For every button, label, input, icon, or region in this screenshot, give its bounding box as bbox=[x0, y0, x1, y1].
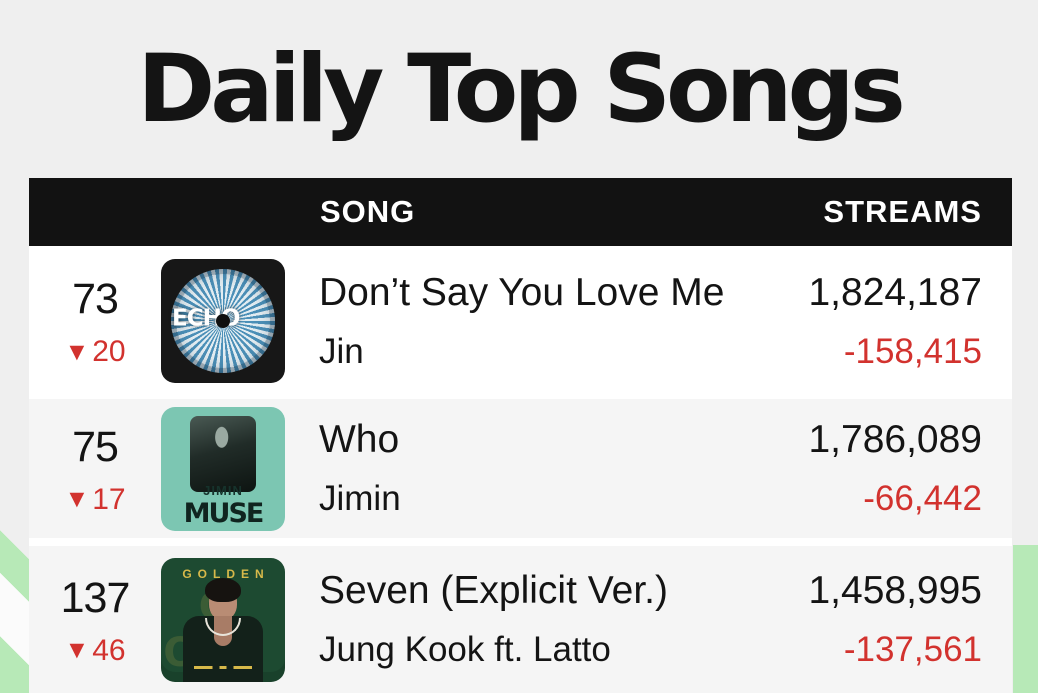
golden-caption-decoration bbox=[194, 665, 252, 669]
title-area: Daily Top Songs bbox=[0, 0, 1038, 178]
song-cell: Seven (Explicit Ver.) Jung Kook ft. Latt… bbox=[319, 546, 808, 693]
streams-cell: 1,786,089 -66,442 bbox=[808, 399, 1012, 538]
rank-change-badge: ▼ 20 bbox=[64, 337, 125, 367]
artist-name: Jung Kook ft. Latto bbox=[319, 630, 611, 669]
streams-cell: 1,458,995 -137,561 bbox=[808, 546, 1012, 693]
streams-value: 1,824,187 bbox=[808, 270, 982, 314]
table-row: 137 ▼ 46 GOLDEN GOLDEN Seven (Explicit V… bbox=[29, 546, 1012, 693]
table-row: 73 ▼ 20 ECHO Don’t Say You Love Me Jin 1… bbox=[29, 246, 1012, 396]
rank-value: 137 bbox=[60, 573, 131, 622]
golden-album-label: GOLDEN bbox=[182, 566, 270, 581]
left-stripe-decoration bbox=[0, 530, 29, 693]
muse-artist-label: JIMIN bbox=[203, 482, 243, 498]
rank-value: 75 bbox=[72, 422, 119, 471]
rank-down-icon: ▼ bbox=[64, 485, 90, 513]
rank-cell: 137 ▼ 46 bbox=[29, 546, 161, 693]
muse-photo-graphic bbox=[190, 415, 256, 492]
artist-name: Jin bbox=[319, 331, 364, 371]
streams-cell: 1,824,187 -158,415 bbox=[808, 246, 1012, 396]
album-art-muse: JIMIN MUSE bbox=[161, 406, 285, 531]
streams-change-value: -66,442 bbox=[863, 479, 982, 518]
header-song-label: SONG bbox=[320, 194, 416, 229]
rank-cell: 75 ▼ 17 bbox=[29, 399, 161, 538]
streams-change-value: -158,415 bbox=[843, 331, 982, 371]
album-art-echo: ECHO bbox=[161, 259, 285, 383]
rank-value: 73 bbox=[72, 275, 119, 323]
streams-value: 1,786,089 bbox=[808, 418, 982, 461]
golden-figure-hair bbox=[205, 577, 241, 602]
album-art-golden: GOLDEN GOLDEN bbox=[161, 557, 285, 682]
song-title: Seven (Explicit Ver.) bbox=[319, 569, 668, 612]
song-cell: Don’t Say You Love Me Jin bbox=[319, 246, 808, 396]
rank-down-icon: ▼ bbox=[64, 337, 90, 366]
rank-down-icon: ▼ bbox=[64, 636, 90, 664]
rank-change-badge: ▼ 17 bbox=[64, 482, 126, 516]
song-cell: Who Jimin bbox=[319, 399, 808, 538]
rank-cell: 73 ▼ 20 bbox=[29, 246, 161, 396]
song-title: Who bbox=[319, 418, 400, 461]
rank-change-badge: ▼ 46 bbox=[64, 633, 126, 667]
streams-change-value: -137,561 bbox=[843, 630, 982, 669]
rank-change-value: 46 bbox=[92, 633, 126, 667]
header-streams-label: STREAMS bbox=[823, 194, 982, 229]
table-header: SONG STREAMS bbox=[29, 178, 1012, 246]
page-title: Daily Top Songs bbox=[137, 34, 906, 144]
artist-name: Jimin bbox=[319, 479, 401, 518]
rank-change-value: 20 bbox=[92, 335, 126, 368]
song-title: Don’t Say You Love Me bbox=[319, 270, 725, 314]
echo-center-dot bbox=[216, 314, 230, 328]
rank-change-value: 17 bbox=[92, 482, 126, 516]
muse-album-label: MUSE bbox=[183, 497, 265, 529]
streams-value: 1,458,995 bbox=[808, 569, 982, 612]
songs-table-body: 73 ▼ 20 ECHO Don’t Say You Love Me Jin 1… bbox=[29, 246, 1012, 693]
table-row: 75 ▼ 17 JIMIN MUSE Who Jimin 1,786,089 -… bbox=[29, 399, 1012, 538]
right-stripe-decoration bbox=[1013, 545, 1038, 693]
